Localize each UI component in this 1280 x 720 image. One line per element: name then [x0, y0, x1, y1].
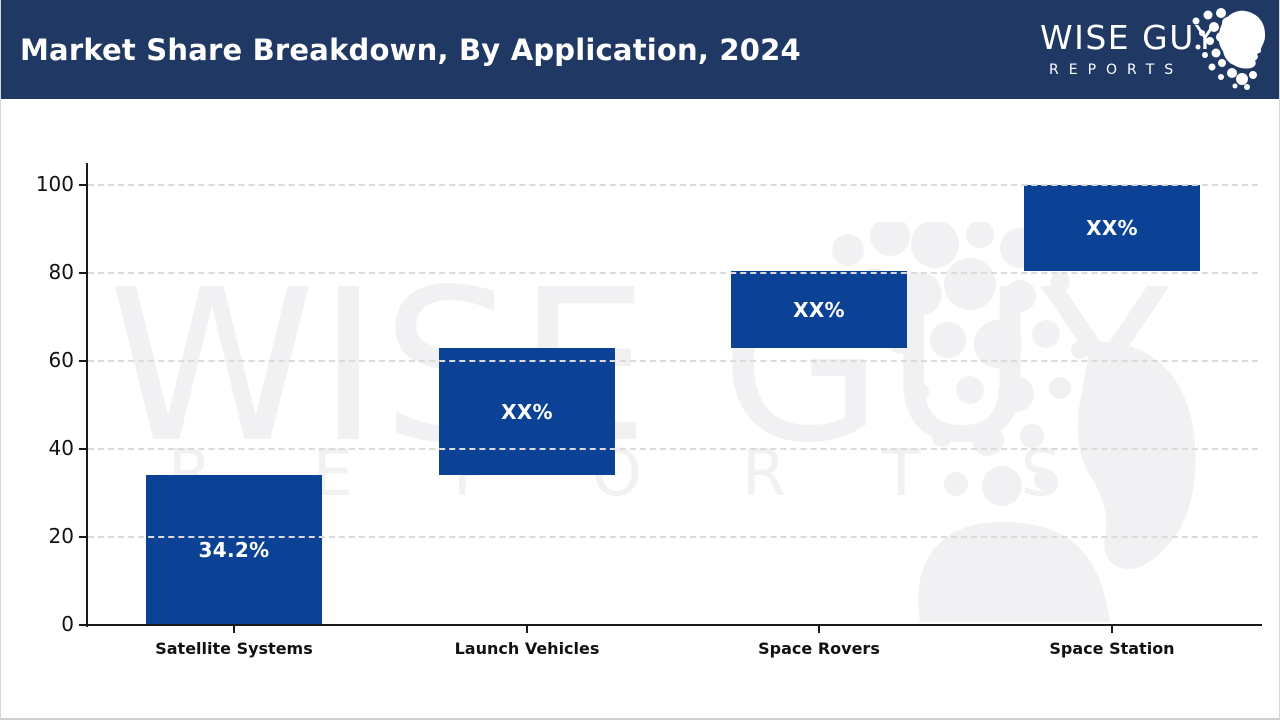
- page-title: Market Share Breakdown, By Application, …: [20, 32, 801, 67]
- x-axis-line: [86, 624, 1262, 626]
- logo-wordmark: WISE GUY: [1040, 18, 1217, 57]
- x-tick-mark: [526, 625, 528, 633]
- logo-subtitle: REPORTS: [1049, 62, 1184, 78]
- x-tick-label: Launch Vehicles: [454, 639, 600, 658]
- y-tick-label: 60: [48, 348, 74, 372]
- bar-space-rovers: XX%: [731, 271, 907, 348]
- y-tick-mark: [79, 536, 88, 538]
- y-tick-mark: [79, 360, 88, 362]
- y-tick-label: 80: [48, 260, 74, 284]
- y-tick-label: 40: [48, 436, 74, 460]
- x-tick-mark: [818, 625, 820, 633]
- bar-value-label: XX%: [501, 399, 553, 424]
- y-tick-mark: [79, 624, 88, 626]
- logo-head-icon: [1192, 8, 1266, 90]
- header-bar: Market Share Breakdown, By Application, …: [0, 0, 1280, 99]
- x-tick-label: Space Station: [1049, 639, 1175, 658]
- x-tick-label: Space Rovers: [758, 639, 880, 658]
- bar-value-label: XX%: [793, 297, 845, 322]
- gridline-100: [88, 184, 1258, 186]
- gridline-20: [88, 536, 1258, 538]
- y-tick-mark: [79, 272, 88, 274]
- y-tick-mark: [79, 448, 88, 450]
- y-axis-line: [86, 163, 88, 627]
- gridline-40: [88, 448, 1258, 450]
- wise-guy-logo: WISE GUY REPORTS: [1002, 5, 1274, 95]
- bar-launch-vehicles: XX%: [439, 348, 615, 475]
- x-tick-mark: [1111, 625, 1113, 633]
- y-tick-label: 0: [61, 612, 74, 636]
- bar-space-station: XX%: [1024, 185, 1200, 271]
- x-tick-label: Satellite Systems: [155, 639, 313, 658]
- bar-value-label: 34.2%: [198, 538, 270, 562]
- gridline-60: [88, 360, 1258, 362]
- bar-satellite-systems: 34.2%: [146, 475, 322, 625]
- y-tick-mark: [79, 184, 88, 186]
- y-tick-label: 20: [48, 524, 74, 548]
- bar-value-label: XX%: [1086, 216, 1138, 240]
- y-tick-label: 100: [35, 172, 74, 196]
- x-tick-mark: [233, 625, 235, 633]
- gridline-80: [88, 272, 1258, 274]
